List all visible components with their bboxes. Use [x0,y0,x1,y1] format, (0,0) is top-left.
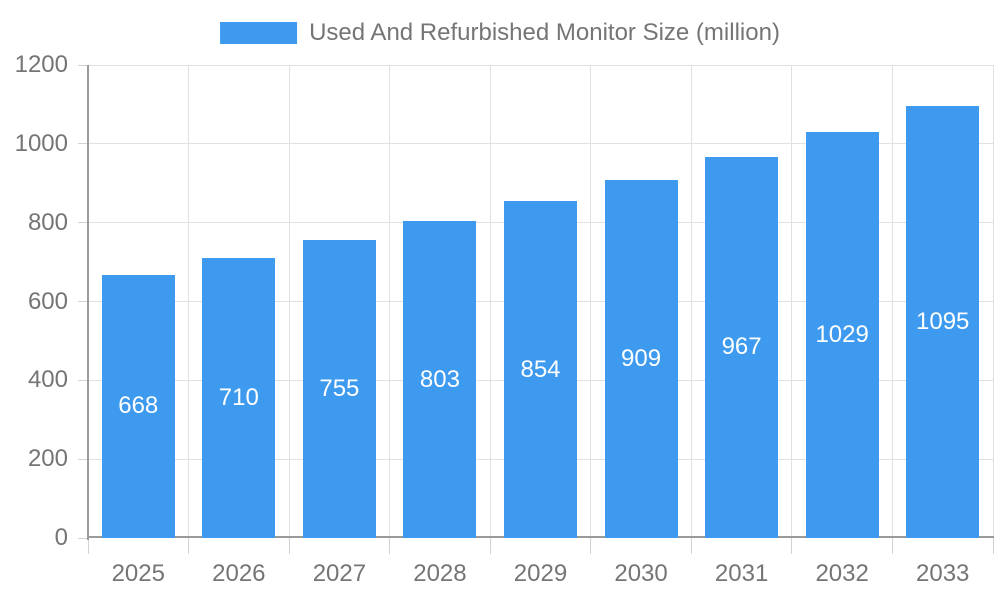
bar-value-label: 1029 [815,321,869,349]
bar[interactable]: 854 [504,201,577,538]
x-tick-label: 2029 [513,560,568,587]
x-axis-tick [791,538,793,554]
y-tick-label: 200 [27,445,68,473]
v-gridline [590,65,592,538]
v-gridline [791,65,793,538]
x-tick-label: 2027 [312,560,367,587]
y-axis-tick [78,143,88,145]
y-axis-tick [78,458,88,460]
v-gridline [489,65,491,538]
x-tick-label: 2028 [413,560,467,587]
bar[interactable]: 710 [202,258,276,538]
h-gridline [88,64,993,66]
y-axis-tick [78,301,88,302]
bar[interactable]: 803 [403,221,477,538]
y-tick-label: 600 [27,287,68,315]
v-gridline [690,65,692,538]
v-gridline [288,65,290,538]
v-gridline [992,65,994,538]
bar-value-label: 967 [721,333,762,361]
y-axis-tick [78,537,88,539]
bar[interactable]: 967 [705,156,779,538]
x-tick-label: 2033 [916,560,970,587]
x-axis-tick [87,538,89,554]
x-axis-tick [891,538,893,554]
bar-value-label: 854 [520,355,561,383]
bar[interactable]: 755 [302,240,376,538]
y-axis-tick [78,222,88,224]
v-gridline [389,65,391,538]
legend-item[interactable]: Used And Refurbished Monitor Size (milli… [220,19,780,47]
x-tick-label: 2025 [111,560,165,587]
x-axis-tick [288,538,290,554]
plot-area: 0 200 400 600 800 1000 1200 668 2025 710 2026 755 20… [15,52,994,587]
y-tick-label: 1200 [14,51,68,78]
y-tick-label: 800 [27,208,68,236]
y-tick-label: 400 [27,366,68,394]
bar[interactable]: 1029 [805,132,879,538]
bar-value-label: 803 [419,365,460,393]
bar-value-label: 909 [621,344,662,372]
v-gridline [891,65,893,538]
x-axis-tick [489,538,491,554]
bar-value-label: 710 [218,384,259,412]
x-tick-label: 2026 [212,560,266,587]
y-tick-label: 0 [54,524,68,551]
bar[interactable]: 909 [604,179,678,538]
bar-value-label: 1095 [916,308,970,336]
y-axis-tick [78,64,88,66]
bar[interactable]: 1095 [906,106,980,538]
y-axis-tick [78,379,88,381]
y-tick-label: 1000 [14,129,68,157]
x-tick-label: 2031 [714,560,769,587]
x-axis-tick [992,538,994,554]
x-axis-tick [389,538,391,554]
x-axis-tick [590,538,592,554]
h-gridline [88,143,993,145]
v-gridline [188,65,190,538]
bar[interactable]: 668 [101,274,175,538]
x-tick-label: 2030 [614,560,668,587]
bar-value-label: 668 [118,392,159,420]
x-axis-tick [188,538,190,554]
legend-label: Used And Refurbished Monitor Size (milli… [309,19,780,46]
y-axis-line [87,65,89,540]
x-axis-tick [690,538,692,554]
bar-value-label: 755 [319,375,360,403]
x-tick-label: 2032 [815,560,869,587]
legend-swatch [220,22,298,44]
